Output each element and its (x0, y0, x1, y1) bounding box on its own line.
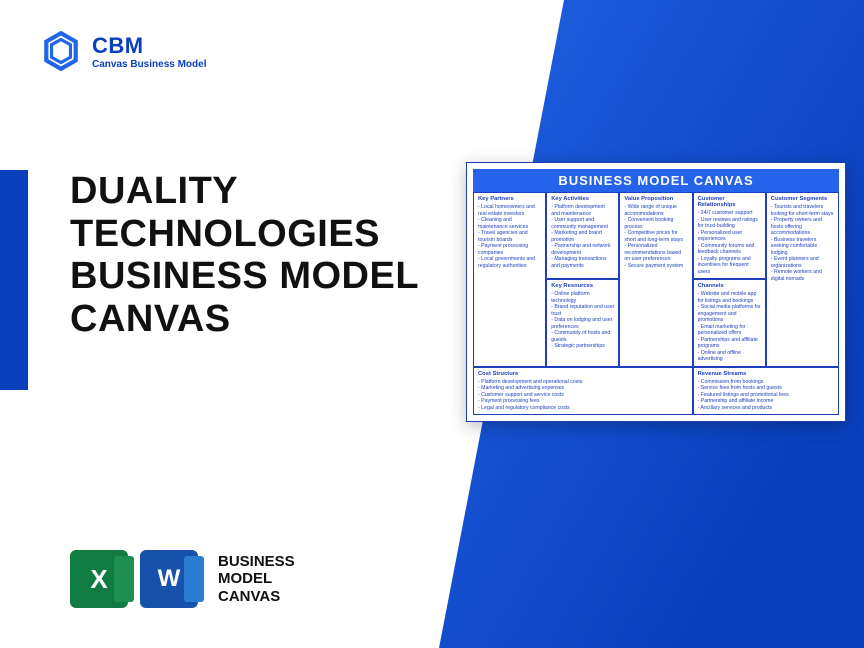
list-item: Platform development and maintenance (551, 204, 614, 217)
list-item: Online platform technology (551, 291, 614, 304)
list-item: Strategic partnerships (551, 343, 614, 350)
list-item: Travel agencies and tourism boards (478, 230, 541, 243)
canvas-grid: Key PartnersLocal homeowners and real es… (473, 192, 839, 415)
icons-label: BUSINESS MODEL CANVAS (218, 553, 295, 605)
list-item: Community of hosts and guests (551, 330, 614, 343)
list-item: Email marketing for personalized offers (698, 324, 761, 337)
list-item: Personalized user experiences (698, 230, 761, 243)
title-line: DUALITY (70, 170, 419, 213)
list-item: Remote workers and digital nomads (771, 269, 834, 282)
cell-key-activities: Key ActivitiesPlatform development and m… (546, 192, 619, 279)
canvas-heading: BUSINESS MODEL CANVAS (473, 169, 839, 192)
list-item: Marketing and brand promotion (551, 230, 614, 243)
list-item: Personalized recommendations based on us… (624, 243, 687, 263)
list-item: Tourists and travelers looking for short… (771, 204, 834, 217)
excel-icon: X (70, 550, 128, 608)
title-line: BUSINESS MODEL (70, 255, 419, 298)
brand-abbr: CBM (92, 33, 206, 59)
list-item: 24/7 customer support (698, 210, 761, 217)
list-item: Online and offline advertising (698, 350, 761, 363)
cell-key-res: Key ResourcesOnline platform technologyB… (546, 279, 619, 367)
main-title: DUALITY TECHNOLOGIES BUSINESS MODEL CANV… (70, 170, 419, 340)
list-item: Local governments and regulatory authori… (478, 256, 541, 269)
cell-cust-rel: Customer Relationships24/7 customer supp… (693, 192, 766, 279)
title-line: TECHNOLOGIES (70, 213, 419, 256)
word-icon: W (140, 550, 198, 608)
list-item: Convenient booking process (624, 217, 687, 230)
title-line: CANVAS (70, 298, 419, 341)
list-item: Cleaning and maintenance services (478, 217, 541, 230)
list-item: Event planners and organizations (771, 256, 834, 269)
list-item: Managing transactions and payments (551, 256, 614, 269)
list-item: Brand reputation and user trust (551, 304, 614, 317)
hex-logo-icon (40, 30, 82, 72)
cell-key-partners: Key PartnersLocal homeowners and real es… (473, 192, 546, 367)
list-item: Loyalty programs and incentives for freq… (698, 256, 761, 276)
cell-value-prop: Value PropositionWide range of unique ac… (619, 192, 692, 367)
cell-cust-seg: Customer SegmentsTourists and travelers … (766, 192, 839, 367)
cell-cost: Cost StructurePlatform development and o… (473, 367, 693, 416)
list-item: Partnerships and affiliate programs (698, 337, 761, 350)
list-item: Business travelers seeking comfortable l… (771, 237, 834, 257)
brand-full: Canvas Business Model (92, 59, 206, 70)
list-item: Ancillary services and products (698, 405, 834, 412)
list-item: Payment processing companies (478, 243, 541, 256)
canvas-preview: BUSINESS MODEL CANVAS Key PartnersLocal … (466, 162, 846, 422)
list-item: Data on lodging and user preferences (551, 317, 614, 330)
list-item: Community forums and feedback channels (698, 243, 761, 256)
cell-channels: ChannelsWebsite and mobile app for listi… (693, 279, 766, 367)
list-item: Social media platforms for engagement an… (698, 304, 761, 324)
list-item: User support and community management (551, 217, 614, 230)
list-item: Local homeowners and real estate investo… (478, 204, 541, 217)
cell-revenue: Revenue StreamsCommission from bookingsS… (693, 367, 839, 416)
list-item: Partnership and network development (551, 243, 614, 256)
accent-bar (0, 170, 28, 390)
list-item: Secure payment system (624, 263, 687, 270)
brand-logo: CBM Canvas Business Model (40, 30, 206, 72)
file-icons-row: X W BUSINESS MODEL CANVAS (70, 550, 295, 608)
list-item: User reviews and ratings for trust-build… (698, 217, 761, 230)
list-item: Wide range of unique accommodations (624, 204, 687, 217)
list-item: Legal and regulatory compliance costs (478, 405, 688, 412)
list-item: Competitive prices for short and long-te… (624, 230, 687, 243)
list-item: Website and mobile app for listings and … (698, 291, 761, 304)
list-item: Property owners and hosts offering accom… (771, 217, 834, 237)
